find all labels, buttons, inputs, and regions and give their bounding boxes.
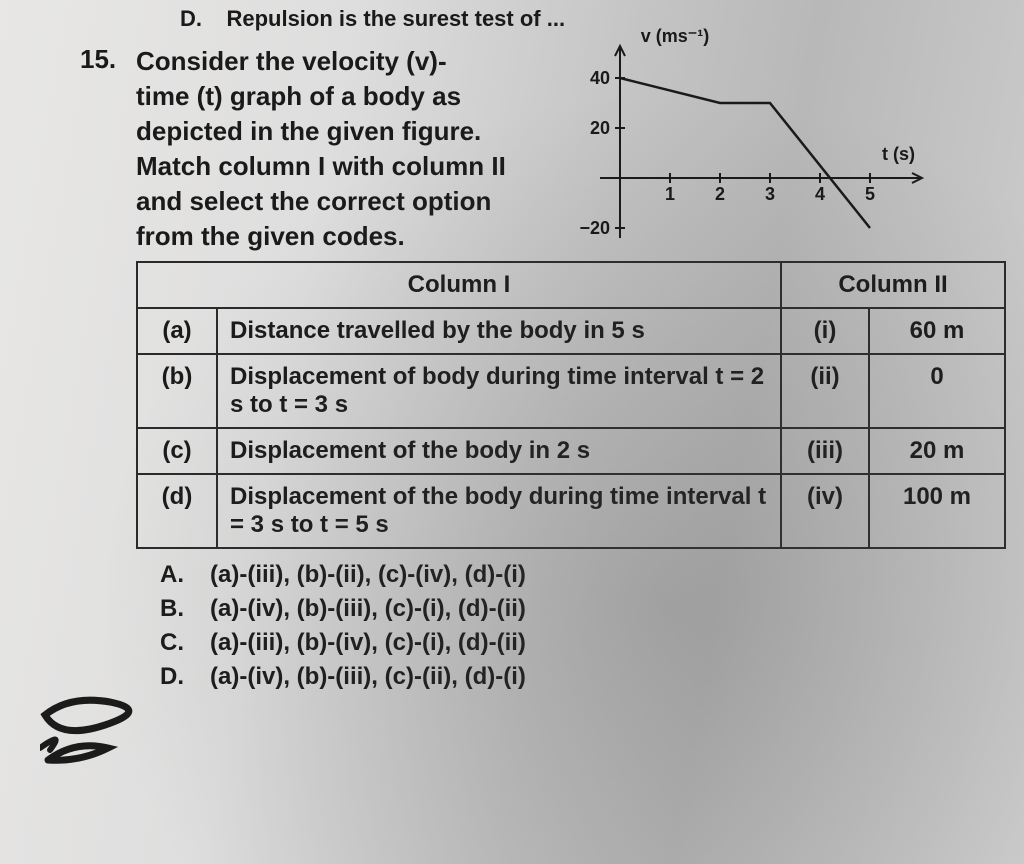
xtick-1: 1 (665, 184, 675, 204)
stem-line: time (t) graph of a body as (136, 81, 461, 111)
ytick-40: 40 (590, 68, 610, 88)
row-roman: (iii) (781, 428, 869, 474)
option-text: (a)-(iv), (b)-(iii), (c)-(i), (d)-(ii) (210, 595, 526, 623)
match-table: Column I Column II (a) Distance travelle… (136, 261, 1006, 549)
option-row[interactable]: D. (a)-(iv), (b)-(iii), (c)-(ii), (d)-(i… (160, 663, 984, 691)
y-axis-label: v (ms⁻¹) (641, 28, 710, 46)
ytick-20: 20 (590, 118, 610, 138)
page: D. Repulsion is the surest test of ... 1… (0, 0, 1024, 864)
stem-line: depicted in the given figure. (136, 116, 481, 146)
row-val: 0 (869, 354, 1005, 428)
option-letter: B. (160, 595, 210, 623)
x-axis-label: t (s) (882, 144, 915, 164)
col2-header: Column II (781, 262, 1005, 308)
xtick-5: 5 (865, 184, 875, 204)
row-letter: (b) (137, 354, 217, 428)
table-row: (d) Displacement of the body during time… (137, 474, 1005, 548)
xtick-4: 4 (815, 184, 825, 204)
option-row[interactable]: B. (a)-(iv), (b)-(iii), (c)-(i), (d)-(ii… (160, 595, 984, 623)
row-roman: (i) (781, 308, 869, 354)
row-desc: Displacement of the body during time int… (217, 474, 781, 548)
option-letter: C. (160, 629, 210, 657)
row-desc: Displacement of body during time interva… (217, 354, 781, 428)
table-row: (b) Displacement of body during time int… (137, 354, 1005, 428)
vt-graph: 40 20 −20 1 2 3 4 5 v (ms⁻¹) t (s) (560, 28, 940, 248)
xtick-3: 3 (765, 184, 775, 204)
option-text: (a)-(iii), (b)-(iv), (c)-(i), (d)-(ii) (210, 629, 526, 657)
y-tick-labels: 40 20 −20 (579, 68, 610, 238)
row-letter: (a) (137, 308, 217, 354)
row-val: 20 m (869, 428, 1005, 474)
table-row: (a) Distance travelled by the body in 5 … (137, 308, 1005, 354)
prev-option-text: Repulsion is the surest test of ... (226, 6, 565, 31)
axes (600, 46, 922, 238)
table-header-row: Column I Column II (137, 262, 1005, 308)
answer-options: A. (a)-(iii), (b)-(ii), (c)-(iv), (d)-(i… (160, 561, 984, 691)
row-roman: (iv) (781, 474, 869, 548)
stem-line: and select the correct option (136, 186, 491, 216)
option-text: (a)-(iii), (b)-(ii), (c)-(iv), (d)-(i) (210, 561, 526, 589)
xtick-2: 2 (715, 184, 725, 204)
ytick-neg20: −20 (579, 218, 610, 238)
stem-line: Match column I with column II (136, 151, 506, 181)
row-letter: (d) (137, 474, 217, 548)
row-val: 100 m (869, 474, 1005, 548)
option-letter: D. (160, 663, 210, 691)
stem-line: from the given codes. (136, 221, 405, 251)
row-desc: Distance travelled by the body in 5 s (217, 308, 781, 354)
velocity-curve (620, 78, 870, 228)
question-stem: Consider the velocity (v)- time (t) grap… (136, 44, 566, 255)
table-row: (c) Displacement of the body in 2 s (iii… (137, 428, 1005, 474)
row-roman: (ii) (781, 354, 869, 428)
col1-header: Column I (137, 262, 781, 308)
stem-line: Consider the velocity (v)- (136, 46, 447, 76)
row-val: 60 m (869, 308, 1005, 354)
option-row[interactable]: C. (a)-(iii), (b)-(iv), (c)-(i), (d)-(ii… (160, 629, 984, 657)
row-letter: (c) (137, 428, 217, 474)
option-letter: A. (160, 561, 210, 589)
question-number: 15. (80, 44, 136, 75)
option-text: (a)-(iv), (b)-(iii), (c)-(ii), (d)-(i) (210, 663, 526, 691)
pen-scribble-icon (40, 690, 160, 800)
option-row[interactable]: A. (a)-(iii), (b)-(ii), (c)-(iv), (d)-(i… (160, 561, 984, 589)
prev-option-letter: D. (180, 6, 202, 31)
row-desc: Displacement of the body in 2 s (217, 428, 781, 474)
